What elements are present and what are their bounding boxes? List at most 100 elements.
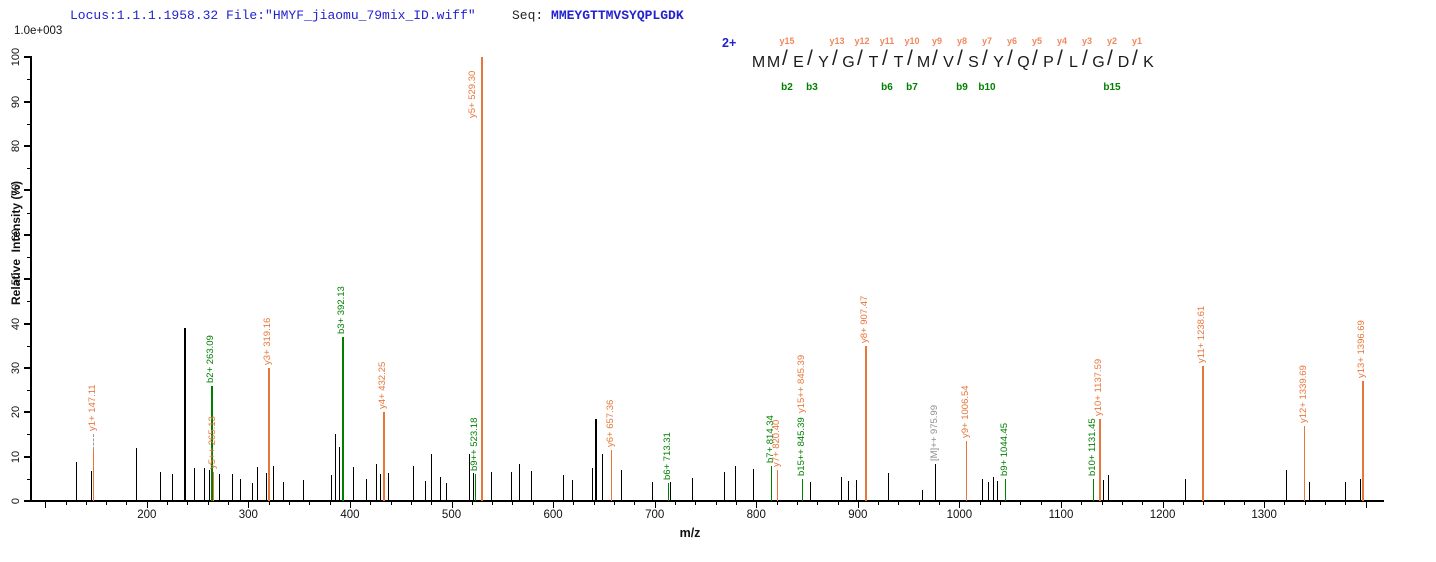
peak-y-ion[interactable] bbox=[1202, 365, 1204, 501]
peak-unassigned[interactable] bbox=[652, 482, 653, 501]
peak-unassigned[interactable] bbox=[204, 467, 205, 501]
peak-unassigned[interactable] bbox=[136, 447, 137, 501]
peak-b-ion[interactable] bbox=[475, 474, 476, 501]
x-axis-tick bbox=[85, 502, 87, 505]
peak-unassigned[interactable] bbox=[572, 479, 573, 501]
peak-unassigned[interactable] bbox=[431, 453, 432, 501]
peak-unassigned[interactable] bbox=[848, 481, 849, 501]
peak-unassigned[interactable] bbox=[172, 474, 173, 501]
peak-b-ion[interactable] bbox=[668, 483, 669, 501]
peak-y-ion[interactable] bbox=[777, 469, 778, 501]
peak-unassigned[interactable] bbox=[184, 327, 186, 501]
peak-unassigned[interactable] bbox=[303, 479, 304, 501]
peak-unassigned[interactable] bbox=[491, 472, 492, 501]
peak-unassigned[interactable] bbox=[91, 471, 92, 501]
peak-unassigned[interactable] bbox=[997, 481, 998, 501]
peak-unassigned[interactable] bbox=[273, 466, 274, 501]
peak-unassigned[interactable] bbox=[670, 482, 671, 501]
peak-unassigned[interactable] bbox=[473, 473, 474, 501]
peak-unassigned[interactable] bbox=[841, 477, 842, 501]
peak-unassigned[interactable] bbox=[160, 472, 161, 501]
peak-unassigned[interactable] bbox=[1360, 478, 1361, 501]
peak-unassigned[interactable] bbox=[856, 479, 857, 501]
y-ion-marker-y9: y9 bbox=[931, 36, 942, 46]
peak-b-ion[interactable] bbox=[771, 465, 772, 501]
peak-unassigned[interactable] bbox=[602, 454, 603, 501]
peak-unassigned[interactable] bbox=[425, 481, 426, 501]
peak-unassigned[interactable] bbox=[988, 482, 989, 501]
peak-b-ion[interactable] bbox=[211, 385, 213, 501]
peak-b-ion[interactable] bbox=[1005, 478, 1006, 501]
peak-unassigned[interactable] bbox=[692, 478, 693, 501]
peak-unassigned[interactable] bbox=[219, 474, 220, 501]
peak-unassigned[interactable] bbox=[76, 461, 77, 501]
x-axis-tick bbox=[1284, 502, 1286, 505]
peak-unassigned[interactable] bbox=[724, 472, 725, 501]
peak-unassigned[interactable] bbox=[1286, 469, 1287, 501]
peak-unassigned[interactable] bbox=[413, 465, 414, 501]
peak-unassigned[interactable] bbox=[283, 481, 284, 501]
peak-unassigned[interactable] bbox=[563, 475, 564, 501]
peak-unassigned[interactable] bbox=[735, 465, 736, 501]
peak-unassigned[interactable] bbox=[1108, 475, 1109, 501]
peak-unassigned[interactable] bbox=[982, 479, 983, 501]
peak-unassigned[interactable] bbox=[388, 473, 389, 501]
peak-unassigned[interactable] bbox=[592, 467, 593, 501]
peak-precursor-ion[interactable] bbox=[935, 463, 936, 501]
peak-b-ion[interactable] bbox=[802, 478, 803, 501]
cleavage-site-4: y13/ bbox=[829, 34, 844, 130]
peak-unassigned[interactable] bbox=[446, 483, 447, 501]
peak-unassigned[interactable] bbox=[252, 483, 253, 501]
peak-unassigned[interactable] bbox=[257, 466, 258, 501]
peak-unassigned[interactable] bbox=[331, 475, 332, 501]
peak-unassigned[interactable] bbox=[209, 469, 210, 501]
peak-b-ion[interactable] bbox=[1093, 478, 1094, 501]
peak-y-ion[interactable] bbox=[213, 472, 214, 501]
peak-unassigned[interactable] bbox=[353, 467, 354, 501]
peak-y-ion[interactable] bbox=[1362, 381, 1364, 501]
peak-unassigned[interactable] bbox=[376, 463, 377, 501]
peak-unassigned[interactable] bbox=[339, 447, 340, 501]
peak-unassigned[interactable] bbox=[519, 464, 520, 501]
peak-unassigned[interactable] bbox=[888, 473, 889, 501]
peak-unassigned[interactable] bbox=[469, 453, 470, 501]
peak-unassigned[interactable] bbox=[810, 482, 811, 501]
peak-y-ion[interactable] bbox=[1304, 425, 1305, 501]
peak-unassigned[interactable] bbox=[993, 476, 994, 501]
peak-unassigned[interactable] bbox=[753, 469, 754, 501]
peak-unassigned[interactable] bbox=[922, 489, 923, 501]
peak-unassigned[interactable] bbox=[380, 474, 381, 501]
peak-y-ion[interactable] bbox=[383, 412, 385, 501]
residue-10-S: S bbox=[968, 54, 979, 71]
peak-unassigned[interactable] bbox=[440, 476, 441, 501]
peak-unassigned[interactable] bbox=[194, 468, 195, 501]
peak-unassigned[interactable] bbox=[240, 478, 241, 501]
peak-unassigned[interactable] bbox=[335, 433, 336, 501]
x-axis-tick-label: 700 bbox=[645, 509, 665, 521]
cleavage-site-13: y4/ bbox=[1056, 34, 1067, 130]
peak-unassigned[interactable] bbox=[531, 471, 532, 501]
peak-y-ion[interactable] bbox=[93, 449, 94, 501]
peak-y-ion[interactable] bbox=[865, 345, 867, 501]
peak-b-ion[interactable] bbox=[342, 336, 344, 501]
peak-unassigned[interactable] bbox=[232, 474, 233, 501]
peak-y-ion[interactable] bbox=[481, 57, 483, 501]
peak-unassigned[interactable] bbox=[1103, 479, 1104, 501]
residue-5-G: G bbox=[842, 54, 855, 71]
peak-unassigned[interactable] bbox=[366, 478, 367, 501]
peak-y-ion[interactable] bbox=[966, 441, 967, 501]
peak-unassigned[interactable] bbox=[1185, 478, 1186, 501]
peak-unassigned[interactable] bbox=[1345, 481, 1346, 501]
residue-17-K: K bbox=[1143, 54, 1154, 71]
y-axis-tick bbox=[24, 56, 31, 59]
x-axis-tick bbox=[492, 502, 494, 505]
peak-y-ion[interactable] bbox=[1099, 418, 1101, 501]
peak-y-ion[interactable] bbox=[611, 449, 612, 501]
peak-unassigned[interactable] bbox=[1309, 482, 1310, 501]
peak-y-ion[interactable] bbox=[268, 367, 270, 501]
peak-unassigned[interactable] bbox=[511, 472, 512, 501]
peak-unassigned[interactable] bbox=[595, 418, 597, 501]
peak-unassigned[interactable] bbox=[266, 473, 267, 501]
peak-unassigned[interactable] bbox=[621, 469, 622, 501]
